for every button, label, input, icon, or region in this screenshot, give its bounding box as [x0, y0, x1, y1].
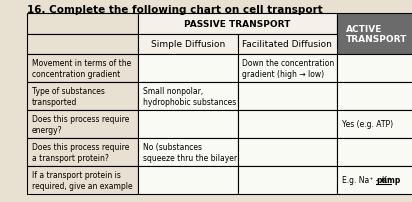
Bar	[138, 166, 238, 194]
Text: pump: pump	[376, 176, 400, 184]
Bar	[337, 14, 412, 55]
Text: Small nonpolar,
hydrophobic substances: Small nonpolar, hydrophobic substances	[143, 87, 236, 106]
Bar	[337, 110, 412, 138]
Bar	[138, 138, 238, 166]
Bar	[138, 55, 238, 82]
Text: If a transport protein is
required, give an example: If a transport protein is required, give…	[32, 170, 133, 190]
Bar	[27, 82, 138, 110]
Text: E.g. Na⁺ – K⁺: E.g. Na⁺ – K⁺	[342, 176, 393, 184]
Text: Does this process require
a transport protein?: Does this process require a transport pr…	[32, 142, 129, 162]
Text: Type of substances
transported: Type of substances transported	[32, 87, 105, 106]
Bar	[337, 55, 412, 82]
Text: Movement in terms of the
concentration gradient: Movement in terms of the concentration g…	[32, 59, 131, 78]
Text: 16. Complete the following chart on cell transport: 16. Complete the following chart on cell…	[27, 5, 323, 15]
Bar	[27, 110, 138, 138]
Text: Does this process require
energy?: Does this process require energy?	[32, 115, 129, 134]
Bar	[138, 34, 238, 55]
Text: PASSIVE TRANSPORT: PASSIVE TRANSPORT	[185, 20, 291, 29]
Text: Yes (e.g. ATP): Yes (e.g. ATP)	[342, 120, 393, 129]
Bar	[238, 34, 337, 55]
Bar	[238, 138, 337, 166]
Bar	[238, 82, 337, 110]
Bar	[138, 82, 238, 110]
Bar	[27, 166, 138, 194]
Text: No (substances
squeeze thru the bilayer: No (substances squeeze thru the bilayer	[143, 142, 237, 162]
Bar	[337, 138, 412, 166]
Bar	[138, 14, 337, 34]
Bar	[238, 166, 337, 194]
Bar	[27, 55, 138, 82]
Text: Simple Diffusion: Simple Diffusion	[151, 40, 225, 49]
Bar	[337, 166, 412, 194]
Text: ACTIVE
TRANSPORT: ACTIVE TRANSPORT	[346, 25, 407, 44]
Bar	[27, 138, 138, 166]
Bar	[238, 55, 337, 82]
Bar	[27, 34, 138, 55]
Bar	[337, 82, 412, 110]
Bar	[27, 14, 138, 34]
Bar	[238, 110, 337, 138]
Bar	[138, 110, 238, 138]
Text: Down the concentration
gradient (high → low): Down the concentration gradient (high → …	[242, 59, 335, 78]
Text: Facilitated Diffusion: Facilitated Diffusion	[242, 40, 332, 49]
